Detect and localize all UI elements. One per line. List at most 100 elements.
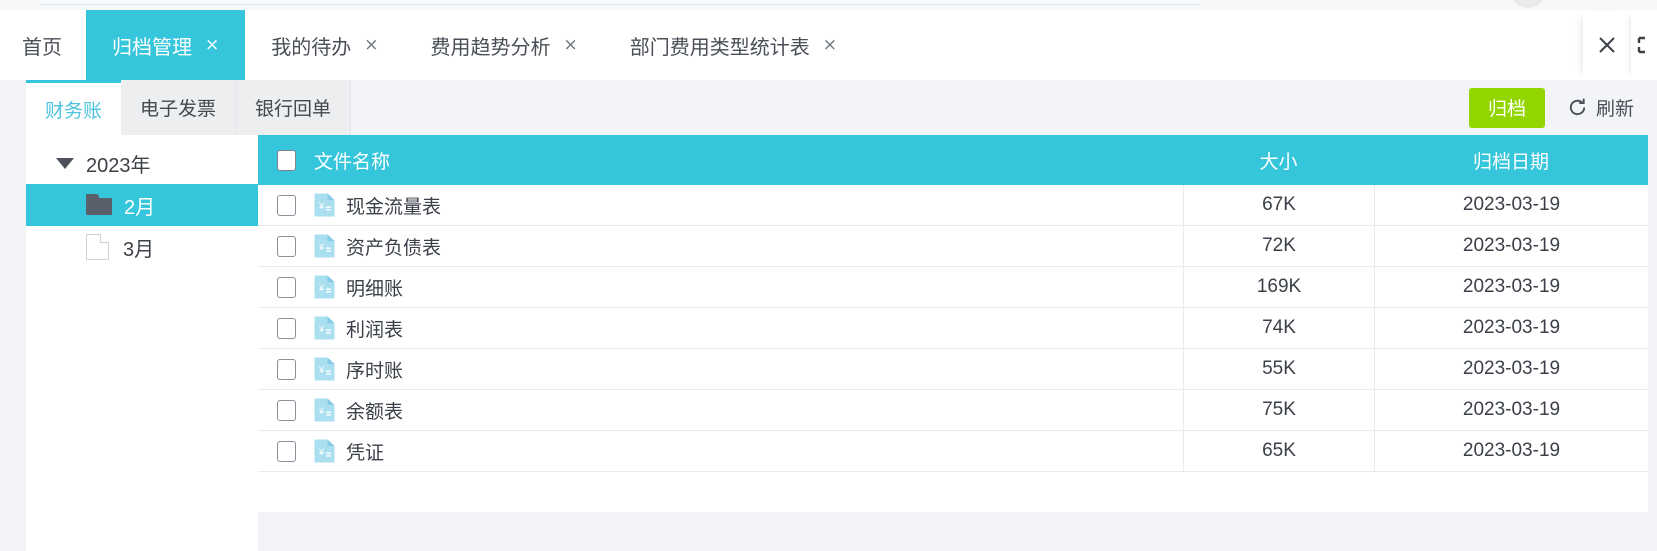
file-icon — [86, 234, 110, 260]
table-row[interactable]: ¥ 明细账 169K 2023-03-19 — [258, 266, 1648, 308]
tab-label: 部门费用类型统计表 — [629, 36, 810, 59]
right-panel: 归档 刷新 文件名称 大小 — [258, 80, 1648, 551]
svg-text:¥: ¥ — [318, 283, 325, 293]
tree-node-label: 3月 — [123, 238, 155, 261]
file-name-label: 凭证 — [346, 442, 385, 464]
folder-icon — [86, 194, 112, 215]
sub-tab-2[interactable]: 电子发票 — [121, 80, 237, 135]
sub-tab-1[interactable]: 财务账 — [26, 80, 122, 135]
sub-tab-3[interactable]: 银行回单 — [236, 80, 352, 135]
folder-tree: 2023年 2月 3月 — [26, 135, 258, 268]
tab-5[interactable]: 部门费用类型统计表 × — [604, 10, 863, 80]
table-row[interactable]: ¥ 资产负债表 72K 2023-03-19 — [258, 225, 1648, 267]
table-row[interactable]: ¥ 序时账 55K 2023-03-19 — [258, 348, 1648, 390]
yuan-doc-icon: ¥ — [314, 316, 335, 340]
tab-1[interactable]: 首页 — [0, 10, 86, 80]
file-name-cell[interactable]: ¥ 凭证 — [306, 438, 1183, 465]
row-select-cell[interactable] — [258, 358, 306, 380]
file-size-cell: 72K — [1183, 225, 1374, 267]
file-name-cell[interactable]: ¥ 现金流量表 — [306, 192, 1183, 219]
archive-button[interactable]: 归档 — [1468, 87, 1545, 128]
select-all-checkbox[interactable] — [276, 149, 296, 171]
file-size-cell: 74K — [1183, 307, 1374, 349]
tab-list: 首页 归档管理 × 我的待办 × 费用趋势分析 × 部门费用类型统计表 × — [0, 10, 1657, 80]
refresh-icon — [1567, 97, 1588, 118]
archive-date-cell: 2023-03-19 — [1374, 389, 1648, 431]
file-size-cell: 65K — [1183, 430, 1374, 472]
row-checkbox[interactable] — [276, 440, 296, 462]
tab-bar-controls — [1583, 10, 1657, 80]
tab-close-icon[interactable]: × — [822, 34, 837, 55]
row-select-cell[interactable] — [258, 440, 306, 462]
file-name-label: 序时账 — [346, 360, 404, 382]
row-select-cell[interactable] — [258, 276, 306, 298]
tab-close-icon[interactable]: × — [364, 34, 379, 55]
column-header-name[interactable]: 文件名称 — [314, 151, 391, 173]
avatar[interactable] — [1510, 0, 1546, 8]
tab-label: 我的待办 — [271, 36, 352, 59]
svg-text:¥: ¥ — [318, 324, 325, 334]
table-row[interactable]: ¥ 凭证 65K 2023-03-19 — [258, 430, 1648, 472]
svg-text:¥: ¥ — [318, 406, 325, 416]
row-select-cell[interactable] — [258, 399, 306, 421]
archive-date-cell: 2023-03-19 — [1374, 348, 1648, 390]
archive-date-cell: 2023-03-19 — [1374, 307, 1648, 349]
content-shell: 财务账 电子发票 银行回单 2023年 2月 3月 归档 刷新 — [0, 80, 1657, 551]
refresh-button[interactable]: 刷新 — [1567, 94, 1634, 121]
table-row[interactable]: ¥ 现金流量表 67K 2023-03-19 — [258, 184, 1648, 226]
tree-node-2[interactable]: 2月 — [26, 184, 258, 226]
row-checkbox[interactable] — [276, 358, 296, 380]
tab-bar: 首页 归档管理 × 我的待办 × 费用趋势分析 × 部门费用类型统计表 × — [0, 10, 1657, 80]
tab-label: 费用趋势分析 — [430, 36, 551, 59]
file-name-cell[interactable]: ¥ 资产负债表 — [306, 233, 1183, 260]
refresh-label: 刷新 — [1595, 99, 1634, 120]
tree-node-3[interactable]: 3月 — [26, 226, 258, 268]
column-header-size[interactable]: 大小 — [1259, 151, 1298, 173]
row-select-cell[interactable] — [258, 317, 306, 339]
svg-text:¥: ¥ — [318, 242, 325, 252]
table-toolbar: 归档 刷新 — [258, 80, 1648, 135]
table-row[interactable]: ¥ 余额表 75K 2023-03-19 — [258, 389, 1648, 431]
tab-close-icon[interactable]: × — [563, 34, 578, 55]
expand-button[interactable] — [1631, 10, 1657, 80]
table-header-row: 文件名称 大小 归档日期 — [258, 135, 1648, 185]
svg-text:¥: ¥ — [318, 365, 325, 375]
row-checkbox[interactable] — [276, 194, 296, 216]
tab-3[interactable]: 我的待办 × — [245, 10, 404, 80]
table-body: ¥ 现金流量表 67K 2023-03-19 ¥ 资产负债表 72K 2023-03-19 ¥ 明… — [258, 184, 1648, 472]
row-checkbox[interactable] — [276, 399, 296, 421]
file-name-cell[interactable]: ¥ 序时账 — [306, 356, 1183, 383]
row-checkbox[interactable] — [276, 276, 296, 298]
close-icon — [1596, 34, 1618, 56]
tab-label: 首页 — [22, 36, 62, 59]
column-header-date[interactable]: 归档日期 — [1472, 151, 1549, 173]
file-name-cell[interactable]: ¥ 利润表 — [306, 315, 1183, 342]
yuan-doc-icon: ¥ — [314, 398, 335, 422]
row-select-cell[interactable] — [258, 194, 306, 216]
table-empty-filler — [258, 472, 1648, 512]
close-tabs-button[interactable] — [1583, 10, 1631, 80]
row-select-cell[interactable] — [258, 235, 306, 257]
file-size-cell: 55K — [1183, 348, 1374, 390]
svg-text:¥: ¥ — [318, 201, 325, 211]
select-all-cell[interactable] — [258, 149, 306, 171]
sub-tab-list: 财务账 电子发票 银行回单 — [26, 80, 352, 135]
caret-down-icon[interactable] — [56, 157, 74, 169]
file-size-cell: 67K — [1183, 184, 1374, 226]
global-header-sliver — [0, 0, 1657, 10]
file-name-label: 现金流量表 — [346, 196, 442, 218]
tree-node-1[interactable]: 2023年 — [26, 142, 258, 184]
table-row[interactable]: ¥ 利润表 74K 2023-03-19 — [258, 307, 1648, 349]
row-checkbox[interactable] — [276, 317, 296, 339]
archive-date-cell: 2023-03-19 — [1374, 184, 1648, 226]
file-name-label: 利润表 — [346, 319, 404, 341]
row-checkbox[interactable] — [276, 235, 296, 257]
tab-2[interactable]: 归档管理 × — [86, 10, 246, 80]
archive-date-cell: 2023-03-19 — [1374, 430, 1648, 472]
file-name-label: 余额表 — [346, 401, 404, 423]
file-name-cell[interactable]: ¥ 余额表 — [306, 397, 1183, 424]
tab-4[interactable]: 费用趋势分析 × — [405, 10, 604, 80]
file-name-cell[interactable]: ¥ 明细账 — [306, 274, 1183, 301]
tab-close-icon[interactable]: × — [205, 34, 220, 55]
expand-icon — [1636, 35, 1652, 55]
